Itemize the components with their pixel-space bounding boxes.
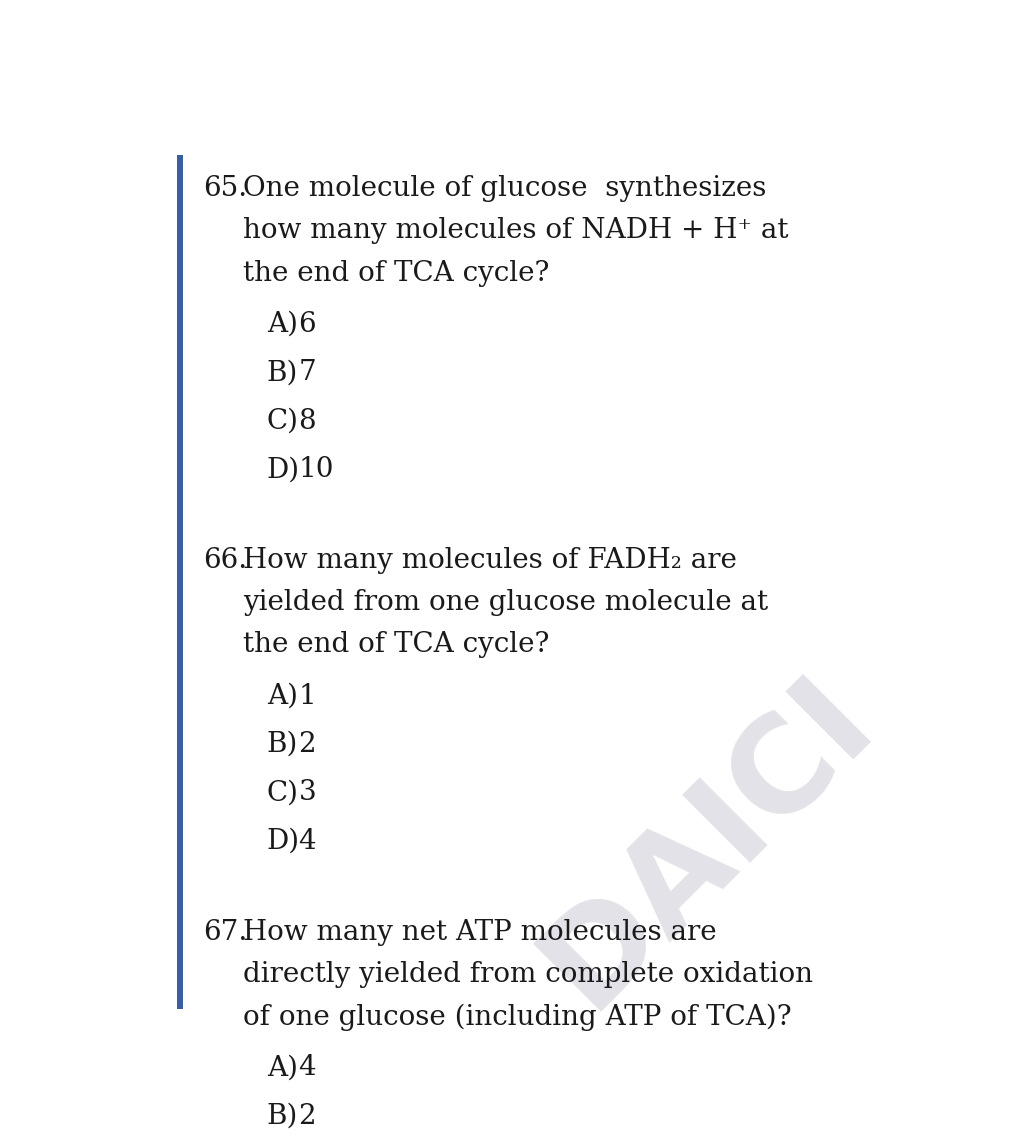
Text: 3: 3 <box>299 779 316 807</box>
Text: of one glucose (including ATP of TCA)?: of one glucose (including ATP of TCA)? <box>243 1003 792 1031</box>
Text: how many molecules of NADH + H⁺ at: how many molecules of NADH + H⁺ at <box>243 217 788 245</box>
Text: D): D) <box>267 828 300 855</box>
Text: 67.: 67. <box>204 919 248 946</box>
Text: DAICI: DAICI <box>518 653 896 1031</box>
Text: A): A) <box>267 311 298 337</box>
Text: C): C) <box>267 407 299 435</box>
Text: 7: 7 <box>299 359 316 387</box>
Text: How many net ATP molecules are: How many net ATP molecules are <box>243 919 717 946</box>
Text: A): A) <box>267 1055 298 1081</box>
Text: directly yielded from complete oxidation: directly yielded from complete oxidation <box>243 961 813 988</box>
Text: yielded from one glucose molecule at: yielded from one glucose molecule at <box>243 589 768 617</box>
Text: 6: 6 <box>299 311 316 337</box>
Text: One molecule of glucose  synthesizes: One molecule of glucose synthesizes <box>243 175 766 202</box>
Text: A): A) <box>267 683 298 709</box>
Text: B): B) <box>267 1103 298 1130</box>
Text: 2: 2 <box>299 731 316 758</box>
Text: the end of TCA cycle?: the end of TCA cycle? <box>243 631 550 659</box>
Text: 4: 4 <box>299 828 316 855</box>
Text: 8: 8 <box>299 407 316 435</box>
Text: 1: 1 <box>299 683 316 709</box>
Text: D): D) <box>267 456 300 483</box>
Text: 2: 2 <box>299 1103 316 1130</box>
Text: C): C) <box>267 779 299 807</box>
Text: 65.: 65. <box>204 175 248 202</box>
Text: 66.: 66. <box>204 547 248 574</box>
Text: B): B) <box>267 359 298 387</box>
Text: 10: 10 <box>299 456 334 483</box>
Text: B): B) <box>267 731 298 758</box>
Bar <box>177 154 182 1009</box>
Text: How many molecules of FADH₂ are: How many molecules of FADH₂ are <box>243 547 737 574</box>
Text: 4: 4 <box>299 1055 316 1081</box>
Text: the end of TCA cycle?: the end of TCA cycle? <box>243 260 550 287</box>
